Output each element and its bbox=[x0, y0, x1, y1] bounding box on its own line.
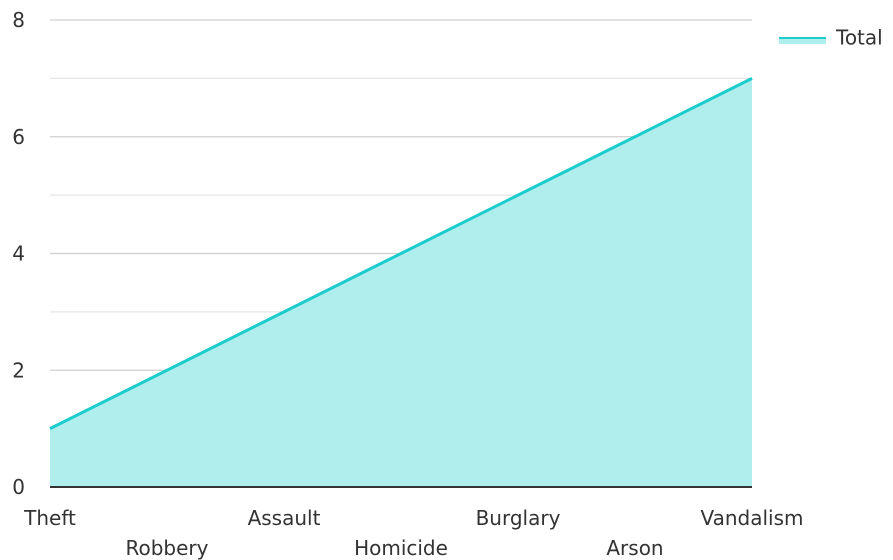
series-line-total bbox=[49, 77, 753, 430]
y-tick-label: 4 bbox=[12, 242, 25, 266]
y-tick-label: 0 bbox=[12, 475, 25, 499]
x-tick-label: Robbery bbox=[126, 536, 209, 560]
series-area-total bbox=[50, 78, 752, 487]
y-tick-label: 6 bbox=[12, 125, 25, 149]
x-tick-label: Assault bbox=[248, 506, 321, 530]
y-tick-label: 8 bbox=[12, 8, 25, 32]
x-tick-label: Burglary bbox=[476, 506, 561, 530]
legend[interactable]: Total bbox=[779, 26, 883, 50]
legend-swatch-fill bbox=[779, 39, 826, 44]
x-tick-label: Theft bbox=[23, 506, 76, 530]
x-tick-label: Vandalism bbox=[700, 506, 803, 530]
x-tick-label: Homicide bbox=[354, 536, 448, 560]
y-axis-ticks: 0 2 4 6 8 bbox=[12, 8, 25, 499]
y-tick-label: 2 bbox=[12, 358, 25, 382]
x-tick-label: Arson bbox=[606, 536, 663, 560]
legend-label-total: Total bbox=[835, 26, 883, 50]
x-axis-ticks: Theft Robbery Assault Homicide Burglary Arson… bbox=[23, 506, 803, 560]
